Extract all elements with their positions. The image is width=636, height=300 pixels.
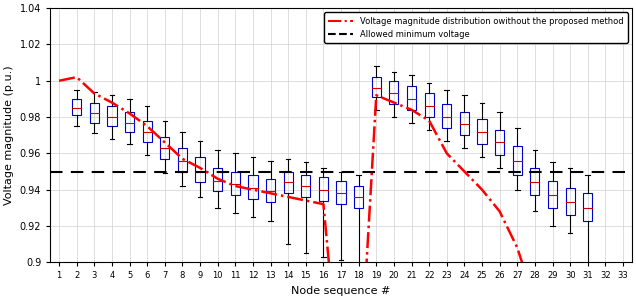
X-axis label: Node sequence #: Node sequence #: [291, 286, 391, 296]
Y-axis label: Voltage magnitude (p.u.): Voltage magnitude (p.u.): [4, 65, 14, 205]
Legend: Voltage magnitude distribution owithout the proposed method, Allowed minimum vol: Voltage magnitude distribution owithout …: [324, 12, 628, 43]
